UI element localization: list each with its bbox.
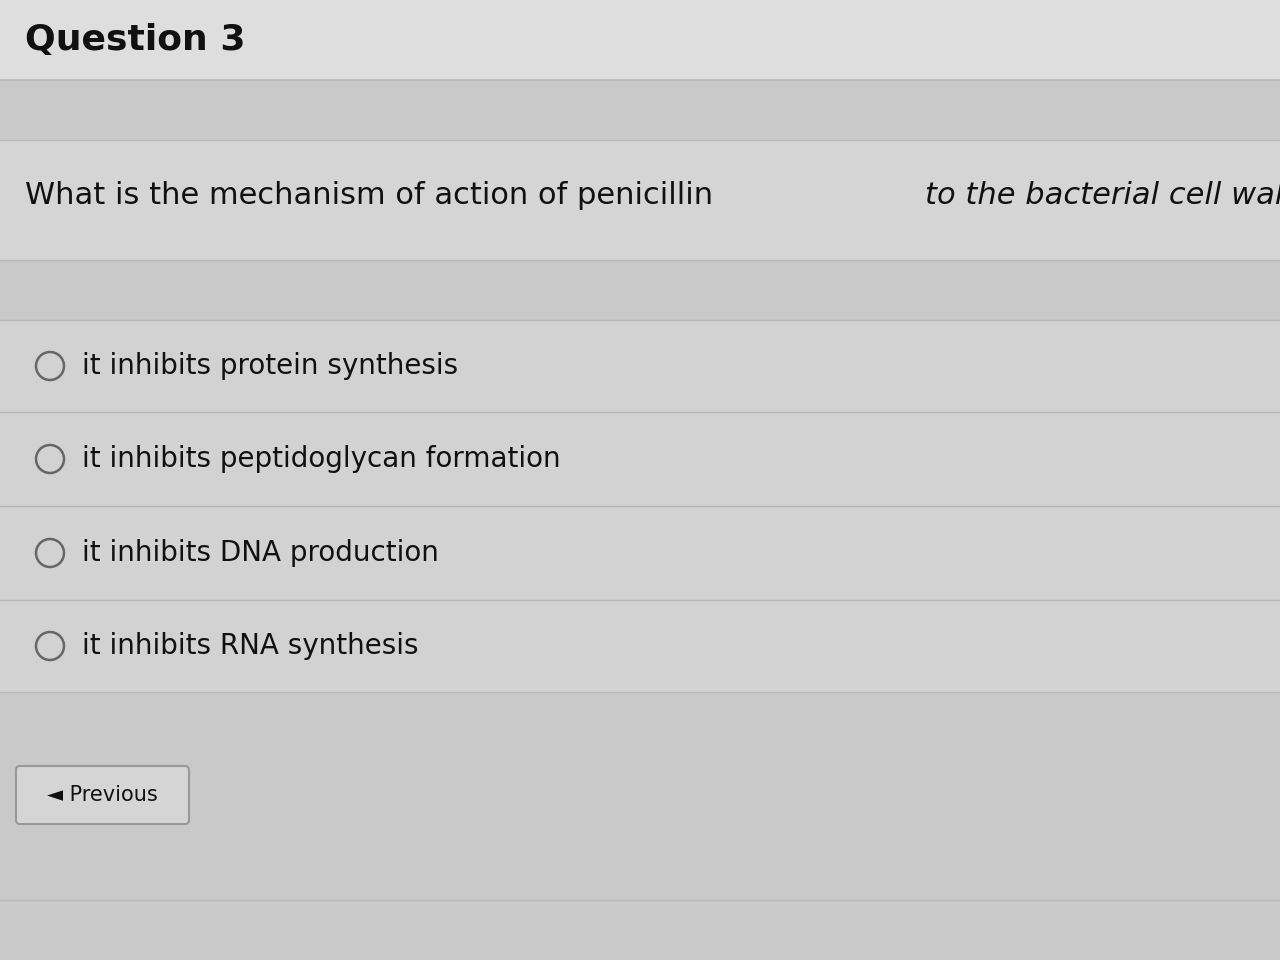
Text: What is the mechanism of action of penicillin: What is the mechanism of action of penic… <box>26 180 723 209</box>
FancyBboxPatch shape <box>0 320 1280 412</box>
Text: it inhibits DNA production: it inhibits DNA production <box>82 539 439 567</box>
FancyBboxPatch shape <box>0 900 1280 960</box>
Text: Question 3: Question 3 <box>26 23 246 57</box>
FancyBboxPatch shape <box>0 412 1280 506</box>
FancyBboxPatch shape <box>0 260 1280 320</box>
FancyBboxPatch shape <box>0 600 1280 692</box>
FancyBboxPatch shape <box>0 692 1280 900</box>
Text: to the bacterial cell wall?: to the bacterial cell wall? <box>925 180 1280 209</box>
FancyBboxPatch shape <box>0 140 1280 260</box>
FancyBboxPatch shape <box>0 0 1280 80</box>
FancyBboxPatch shape <box>0 506 1280 600</box>
Text: it inhibits RNA synthesis: it inhibits RNA synthesis <box>82 632 419 660</box>
FancyBboxPatch shape <box>15 766 189 824</box>
Text: it inhibits peptidoglycan formation: it inhibits peptidoglycan formation <box>82 445 561 473</box>
Text: it inhibits protein synthesis: it inhibits protein synthesis <box>82 352 458 380</box>
Text: ◄ Previous: ◄ Previous <box>47 785 157 805</box>
FancyBboxPatch shape <box>0 80 1280 140</box>
